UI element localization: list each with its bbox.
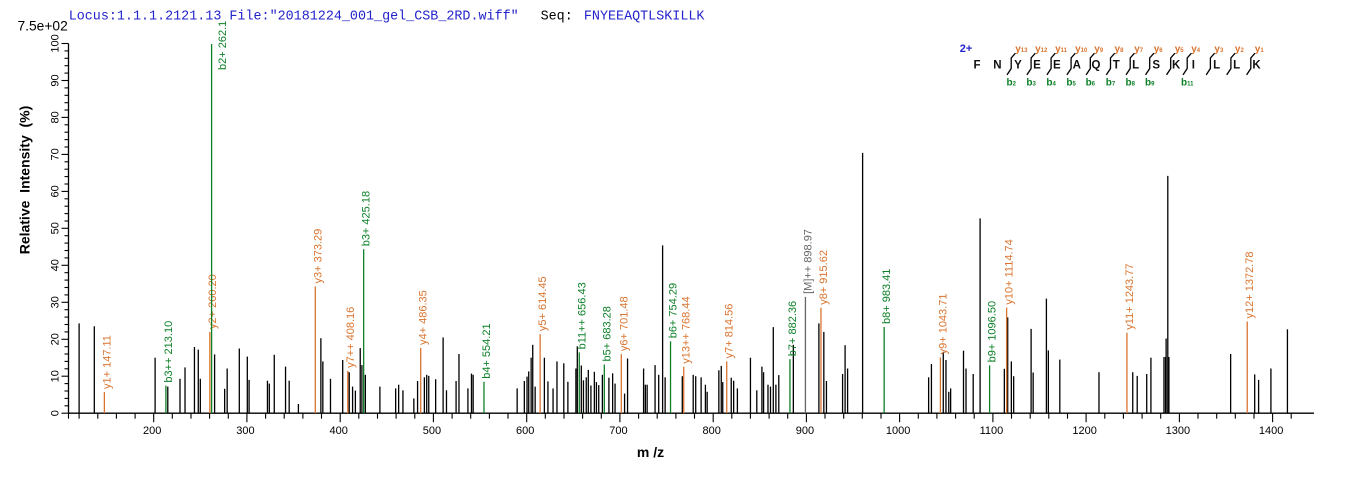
svg-text:1100: 1100 xyxy=(980,425,1004,437)
svg-text:y3+ 373.29: y3+ 373.29 xyxy=(312,229,324,284)
svg-text:400: 400 xyxy=(330,425,348,437)
svg-text:40: 40 xyxy=(50,259,62,271)
svg-text:y3: y3 xyxy=(1214,44,1224,55)
svg-text:60: 60 xyxy=(50,185,62,197)
svg-text:70: 70 xyxy=(50,148,62,160)
svg-text:y6: y6 xyxy=(1154,44,1164,55)
svg-text:y8: y8 xyxy=(1115,44,1125,55)
svg-text:L: L xyxy=(1132,60,1139,72)
svg-text:m /z: m /z xyxy=(637,444,664,460)
svg-text:y9: y9 xyxy=(1094,44,1104,55)
svg-text:500: 500 xyxy=(423,425,441,437)
svg-text:y7+ 814.56: y7+ 814.56 xyxy=(724,304,736,359)
svg-text:b9: b9 xyxy=(1145,78,1155,89)
svg-text:FNYEEAQTLSKILLK: FNYEEAQTLSKILLK xyxy=(584,10,705,25)
svg-text:N: N xyxy=(993,60,1001,72)
svg-text:2+: 2+ xyxy=(960,43,973,55)
svg-text:S: S xyxy=(1152,60,1160,72)
svg-text:y7: y7 xyxy=(1134,44,1144,55)
svg-text:y10: y10 xyxy=(1075,44,1088,55)
svg-text:E: E xyxy=(1053,60,1061,72)
svg-text:b8+ 983.41: b8+ 983.41 xyxy=(881,269,893,324)
svg-text:300: 300 xyxy=(236,425,254,437)
svg-text:y5: y5 xyxy=(1175,44,1185,55)
svg-text:10: 10 xyxy=(50,370,62,382)
svg-text:L: L xyxy=(1233,60,1240,72)
svg-text:700: 700 xyxy=(609,425,627,437)
svg-text:200: 200 xyxy=(143,425,161,437)
svg-text:b4+ 554.21: b4+ 554.21 xyxy=(481,323,493,378)
svg-text:b3++ 213.10: b3++ 213.10 xyxy=(163,321,175,383)
svg-text:y7++ 408.16: y7++ 408.16 xyxy=(345,307,357,368)
svg-text:b2: b2 xyxy=(1006,78,1016,89)
svg-text:I: I xyxy=(1192,60,1195,72)
svg-text:K: K xyxy=(1172,60,1181,72)
svg-text:80: 80 xyxy=(50,111,62,123)
svg-text:E: E xyxy=(1033,60,1041,72)
svg-text:y6+ 701.48: y6+ 701.48 xyxy=(618,296,630,351)
svg-text:b7+ 882.36: b7+ 882.36 xyxy=(787,301,799,356)
svg-text:7.5e+02: 7.5e+02 xyxy=(18,19,68,34)
svg-text:y8+ 915.62: y8+ 915.62 xyxy=(818,250,830,305)
svg-text:b5+ 683.28: b5+ 683.28 xyxy=(601,306,613,361)
svg-text:b3: b3 xyxy=(1026,78,1036,89)
svg-text:600: 600 xyxy=(516,425,534,437)
svg-text:0: 0 xyxy=(50,410,62,416)
svg-text:Relative Intensity (%): Relative Intensity (%) xyxy=(17,106,33,255)
svg-text:Y: Y xyxy=(1014,60,1022,72)
svg-text:b6+ 754.29: b6+ 754.29 xyxy=(668,283,680,338)
svg-text:y10+ 1114.74: y10+ 1114.74 xyxy=(1004,239,1016,304)
svg-text:T: T xyxy=(1113,60,1120,72)
svg-text:y1+ 147.11: y1+ 147.11 xyxy=(101,335,113,389)
svg-text:y1: y1 xyxy=(1255,44,1265,55)
svg-text:y11+ 1243.77: y11+ 1243.77 xyxy=(1124,264,1136,330)
svg-text:y13++ 768.44: y13++ 768.44 xyxy=(681,296,693,363)
svg-text:b6: b6 xyxy=(1086,78,1096,89)
svg-text:K: K xyxy=(1252,60,1261,72)
svg-text:50: 50 xyxy=(50,222,62,234)
svg-text:b5: b5 xyxy=(1066,78,1076,89)
svg-text:b11++ 656.43: b11++ 656.43 xyxy=(576,282,588,349)
svg-text:y2: y2 xyxy=(1235,44,1245,55)
svg-text:100: 100 xyxy=(50,34,62,52)
svg-text:90: 90 xyxy=(50,74,62,86)
svg-text:L: L xyxy=(1213,60,1220,72)
svg-text:800: 800 xyxy=(703,425,721,437)
svg-text:y9+ 1043.71: y9+ 1043.71 xyxy=(937,294,949,355)
svg-text:1400: 1400 xyxy=(1259,425,1283,437)
svg-text:b11: b11 xyxy=(1181,78,1194,89)
svg-text:b7: b7 xyxy=(1106,78,1116,89)
svg-text:y12+ 1372.78: y12+ 1372.78 xyxy=(1244,252,1256,319)
svg-text:y13: y13 xyxy=(1015,44,1028,55)
svg-text:F: F xyxy=(973,60,980,72)
svg-text:Seq:: Seq: xyxy=(541,10,573,25)
svg-text:y11: y11 xyxy=(1055,44,1068,55)
svg-text:y4: y4 xyxy=(1191,44,1201,55)
svg-text:Q: Q xyxy=(1092,60,1101,72)
svg-text:[M]++ 898.97: [M]++ 898.97 xyxy=(802,229,814,294)
svg-text:20: 20 xyxy=(50,333,62,345)
svg-text:1000: 1000 xyxy=(886,425,910,437)
svg-text:b2+ 262.1: b2+ 262.1 xyxy=(217,21,229,70)
svg-text:y4+ 486.35: y4+ 486.35 xyxy=(418,290,430,345)
svg-text:A: A xyxy=(1073,60,1081,72)
svg-text:b4: b4 xyxy=(1046,78,1056,89)
svg-text:b9+ 1096.50: b9+ 1096.50 xyxy=(987,301,999,362)
svg-text:b8: b8 xyxy=(1125,78,1135,89)
svg-text:900: 900 xyxy=(796,425,814,437)
svg-text:30: 30 xyxy=(50,296,62,308)
svg-text:b3+ 425.18: b3+ 425.18 xyxy=(361,191,373,246)
svg-text:1300: 1300 xyxy=(1166,425,1190,437)
svg-text:y12: y12 xyxy=(1035,44,1048,55)
svg-text:y2+ 260.20: y2+ 260.20 xyxy=(207,274,219,329)
svg-text:Locus:1.1.1.2121.13 File:"2018: Locus:1.1.1.2121.13 File:"20181224_001_g… xyxy=(69,10,519,25)
svg-text:1200: 1200 xyxy=(1072,425,1096,437)
svg-text:y5+ 614.45: y5+ 614.45 xyxy=(537,276,549,331)
